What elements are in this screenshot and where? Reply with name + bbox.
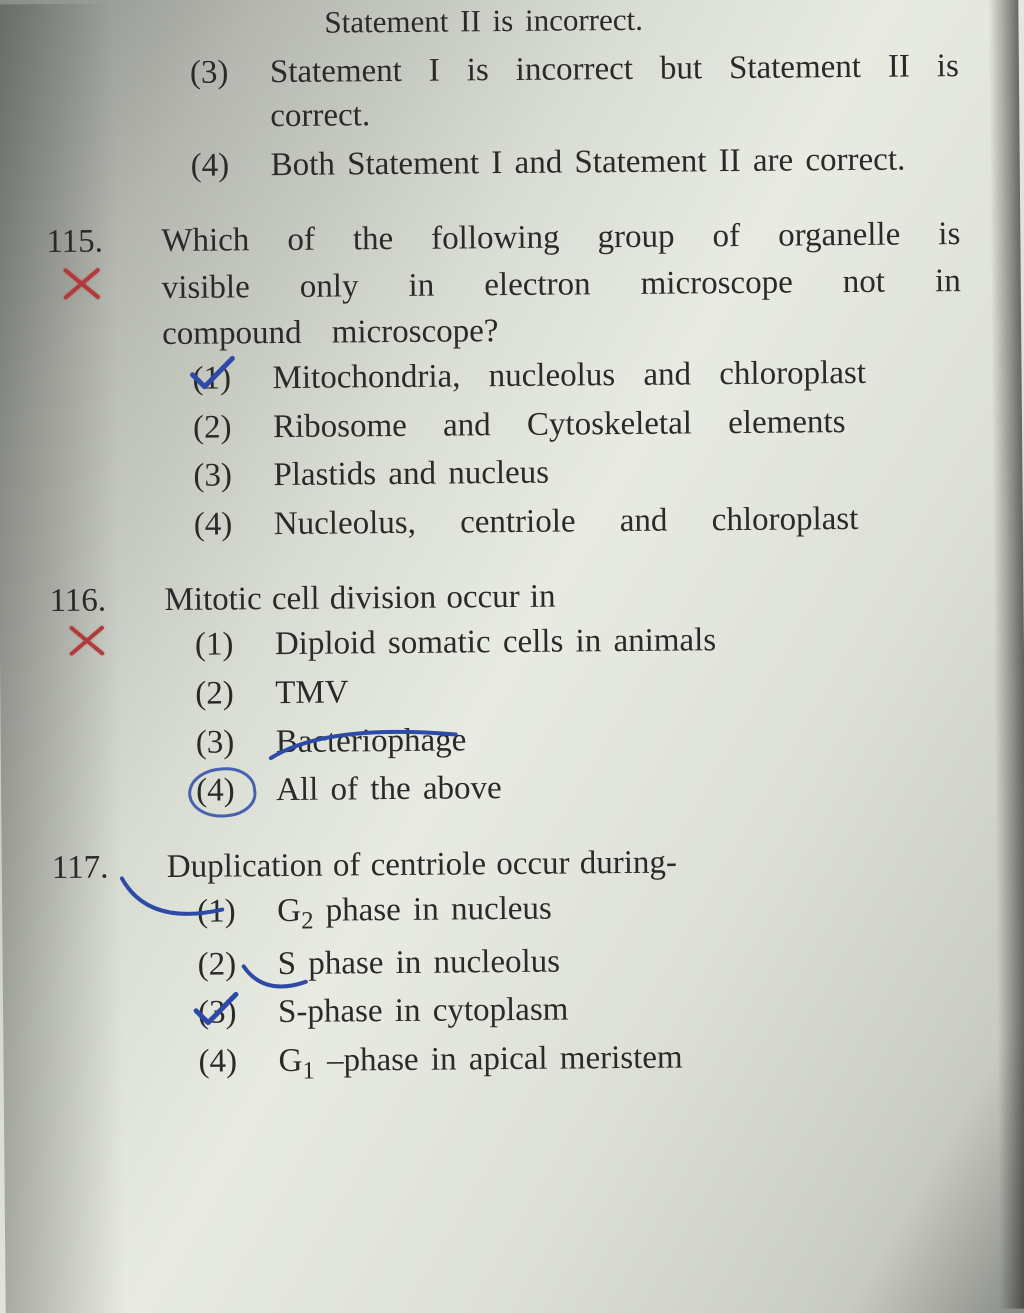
opt-num: (1) [192, 356, 272, 401]
opt-num: (4) [196, 768, 276, 813]
opt-text: G1 –phase in apical meristem [278, 1033, 997, 1088]
opt-text: S phase in nucleolus [277, 936, 996, 987]
opt-num: (4) [191, 143, 271, 188]
opt-text: Nucleolus, centriole and chloroplast [274, 495, 993, 546]
g-post: phase in nucleus [313, 890, 552, 928]
opt-num: (3) [198, 990, 278, 1035]
question-115: 115. Which of the following group of org… [16, 211, 991, 358]
question-number: 115. [16, 219, 162, 359]
opt-num: (2) [197, 942, 277, 987]
question-text: Which of the following group of organell… [161, 211, 991, 357]
opt-num: (3) [196, 720, 276, 765]
question-number: 116. [19, 577, 164, 624]
g-sub: 1 [302, 1057, 315, 1084]
opt-num: (4) [198, 1039, 278, 1089]
g-post: –phase in apical meristem [315, 1039, 683, 1078]
q115-opt-2: (2) Ribosome and Cytoskeletal elements [193, 398, 992, 450]
q117-opt-2: (2) S phase in nucleolus [197, 936, 996, 988]
q117-opt-3: (3) S-phase in cytoplasm [198, 984, 997, 1036]
q115-opt-3: (3) Plastids and nucleus [193, 447, 992, 499]
g-sub: 2 [301, 907, 314, 934]
q116-opt-4: (4) All of the above [196, 762, 995, 814]
opt-text: G2 phase in nucleus [277, 883, 996, 938]
qnum-text: 116. [49, 583, 106, 619]
opt-text: TMV [275, 665, 994, 716]
prev-fragment-line: Statement II is incorrect. [324, 0, 988, 43]
opt-num: (1) [195, 622, 275, 667]
qnum-text: 117. [52, 849, 109, 885]
opt-text: Diploid somatic cells in animals [275, 616, 994, 667]
opt-num: (2) [193, 405, 273, 450]
q116-opt-2: (2) TMV [195, 665, 994, 717]
q115-opt-1: (1) Mitochondria, nucleolus and chloropl… [192, 350, 991, 402]
qnum-text: 115. [46, 224, 103, 260]
x-mark-icon [59, 261, 105, 307]
question-text: Mitotic cell division occur in [164, 570, 993, 623]
q117-opt-1: (1) G2 phase in nucleus [197, 883, 996, 939]
g-pre: G [277, 893, 301, 929]
q115-opt-4: (4) Nucleolus, centriole and chloroplast [194, 495, 993, 547]
opt-text: Both Statement I and Statement II are co… [271, 137, 990, 188]
question-117: 117. Duplication of centriole occur duri… [22, 836, 996, 891]
opt-num: (3) [193, 453, 273, 498]
q116-opt-3: (3) Bacteriophage [196, 713, 995, 765]
opt-text: Mitochondria, nucleolus and chloroplast [272, 350, 991, 401]
content: Statement II is incorrect. (3) Statement… [14, 0, 997, 1090]
opt-text: S-phase in cytoplasm [278, 984, 997, 1035]
opt-num: (4) [194, 502, 274, 547]
opt-num: (1) [197, 889, 277, 939]
prev-opt-4: (4) Both Statement I and Statement II ar… [191, 137, 990, 189]
g-pre: G [278, 1043, 302, 1079]
opt-text: Bacteriophage [276, 713, 995, 764]
opt-text: Statement I is incorrect but Statement I… [270, 44, 990, 139]
prev-opt-3: (3) Statement I is incorrect but Stateme… [190, 44, 990, 140]
q117-opt-4: (4) G1 –phase in apical meristem [198, 1033, 997, 1089]
opt-num: (2) [195, 671, 275, 716]
q116-opt-1: (1) Diploid somatic cells in animals [195, 616, 994, 668]
x-mark-icon [65, 619, 109, 663]
question-number: 117. [22, 844, 167, 891]
question-text: Duplication of centriole occur during- [167, 836, 996, 889]
opt-text: All of the above [276, 762, 995, 813]
opt-text: Plastids and nucleus [273, 447, 992, 498]
opt-text: Ribosome and Cytoskeletal elements [273, 398, 992, 449]
page: Statement II is incorrect. (3) Statement… [0, 0, 1024, 1313]
opt-num: (3) [190, 50, 271, 140]
